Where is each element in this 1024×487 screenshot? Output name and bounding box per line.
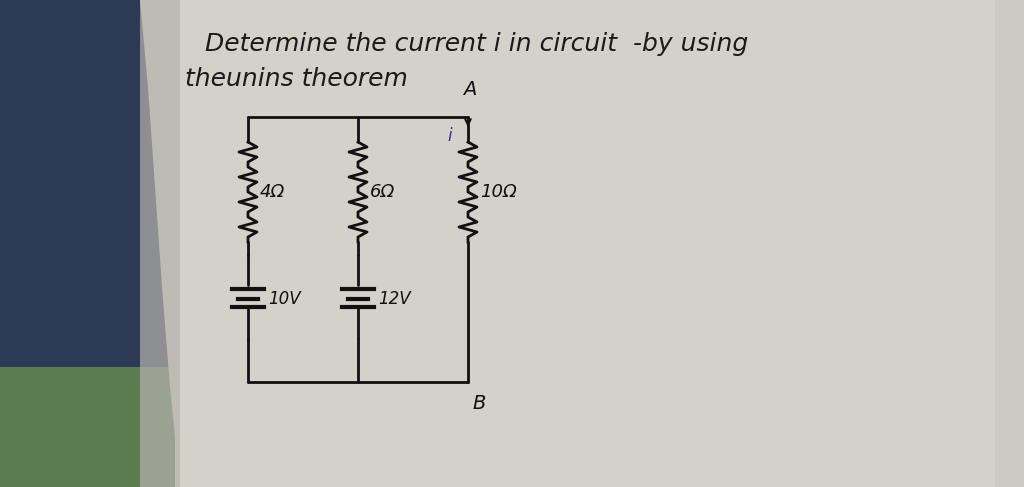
Text: 6Ω: 6Ω <box>370 183 395 201</box>
Polygon shape <box>140 0 1024 487</box>
Bar <box>600 367 1024 487</box>
Bar <box>175 0 995 487</box>
Text: 4Ω: 4Ω <box>260 183 286 201</box>
Text: A: A <box>463 80 477 99</box>
Text: 10V: 10V <box>268 290 301 308</box>
Text: i: i <box>447 127 453 145</box>
Bar <box>140 0 180 487</box>
Text: theunins theorem: theunins theorem <box>185 67 408 91</box>
Text: 12V: 12V <box>378 290 411 308</box>
Text: 10Ω: 10Ω <box>480 183 517 201</box>
Text: B: B <box>472 394 485 413</box>
Text: Determine the current i in circuit  -by using: Determine the current i in circuit -by u… <box>205 32 749 56</box>
Bar <box>0 367 200 487</box>
